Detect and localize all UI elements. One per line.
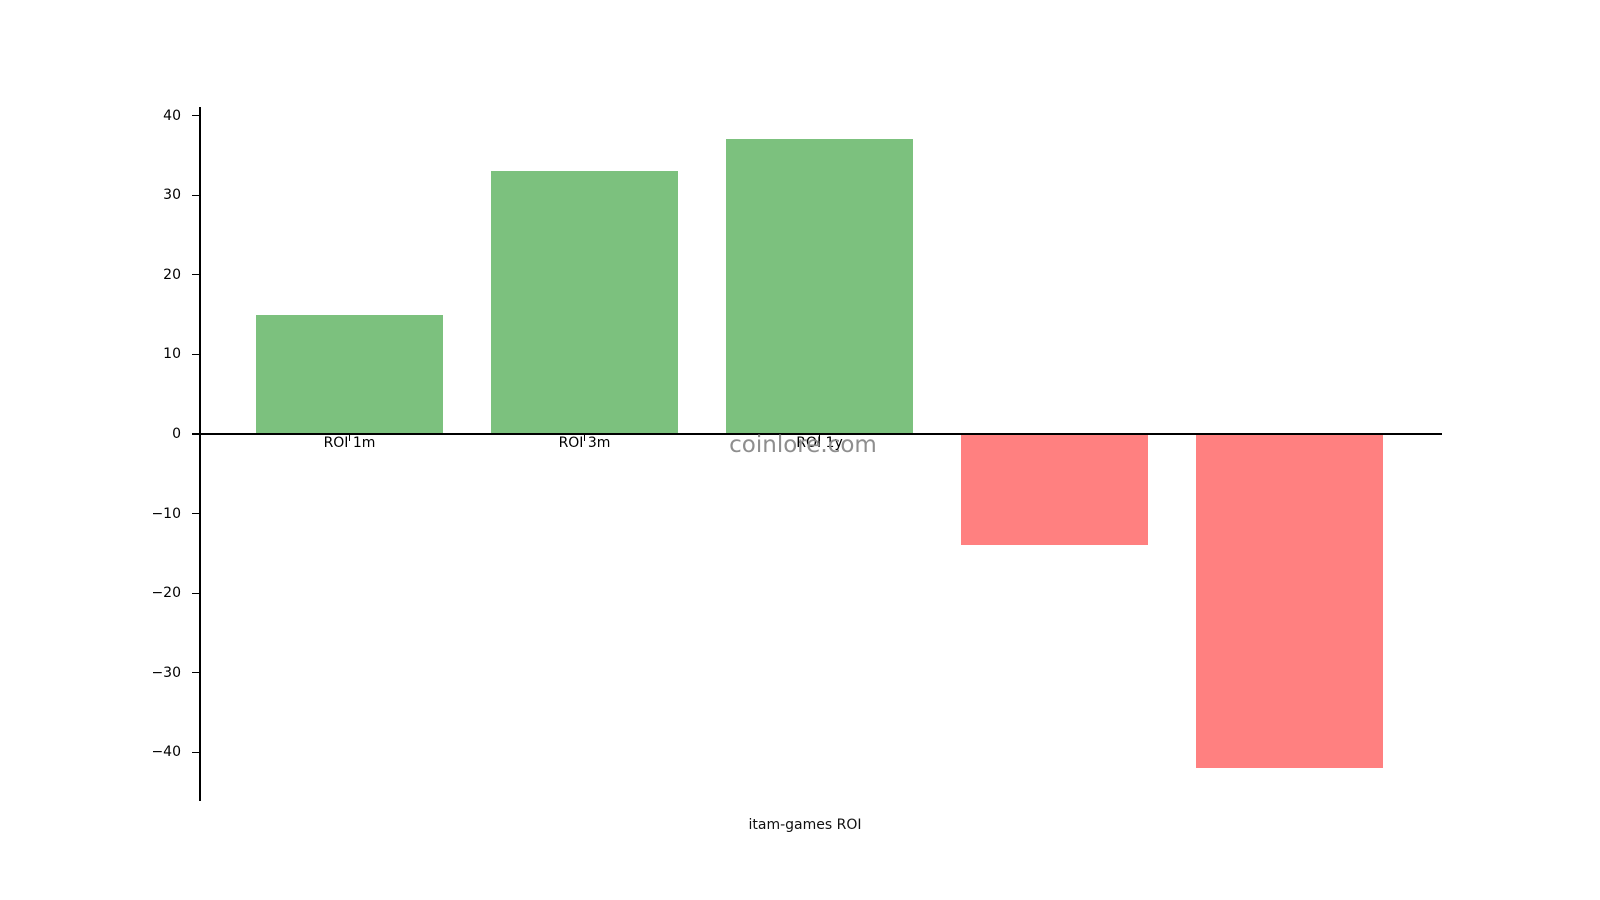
y-tick-mark bbox=[192, 672, 199, 674]
y-tick-mark bbox=[192, 194, 199, 196]
y-tick-label: −20 bbox=[151, 585, 181, 602]
x-tick-mark bbox=[583, 434, 586, 441]
y-tick-label: 40 bbox=[163, 107, 181, 124]
y-tick-mark bbox=[192, 433, 199, 435]
y-tick-mark bbox=[192, 592, 199, 594]
y-tick-label: −40 bbox=[151, 744, 181, 761]
x-tick-label: ROI 3m bbox=[558, 435, 611, 451]
y-tick-mark bbox=[192, 274, 199, 276]
x-tick-mark bbox=[818, 434, 821, 441]
x-tick-mark bbox=[348, 434, 351, 441]
y-axis-line bbox=[199, 107, 201, 801]
x-axis-line bbox=[199, 433, 1442, 435]
y-tick-mark bbox=[192, 751, 199, 754]
chart-title: itam-games ROI bbox=[748, 817, 862, 833]
x-tick-label: ROI 1y bbox=[796, 435, 843, 451]
x-tick-label: ROI 1m bbox=[323, 435, 376, 451]
y-tick-label: 20 bbox=[163, 266, 181, 283]
watermark: coinlore.com bbox=[729, 432, 877, 458]
bar-positive bbox=[726, 139, 913, 434]
y-tick-label: 30 bbox=[163, 187, 181, 204]
y-tick-label: 10 bbox=[163, 346, 181, 363]
bar-positive bbox=[256, 314, 443, 434]
y-tick-label: 0 bbox=[172, 426, 181, 442]
bar-negative bbox=[1196, 434, 1383, 769]
y-tick-mark bbox=[192, 512, 199, 515]
y-tick-label: −10 bbox=[151, 505, 181, 522]
y-tick-label: −30 bbox=[151, 664, 181, 681]
bar-negative bbox=[961, 434, 1148, 546]
y-tick-mark bbox=[192, 114, 199, 117]
bar-positive bbox=[491, 171, 678, 434]
y-tick-mark bbox=[192, 353, 199, 356]
